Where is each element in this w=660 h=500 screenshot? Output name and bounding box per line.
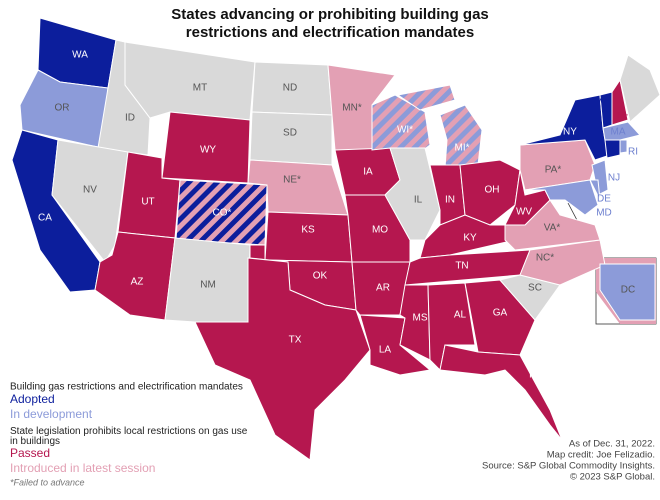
state (194, 257, 371, 461)
legend-heading-line: in buildings (10, 436, 60, 447)
state-label: TN (455, 261, 468, 272)
state (524, 179, 599, 216)
legend-item: Passed (10, 446, 50, 460)
state-label: ND (283, 83, 297, 94)
state (439, 344, 563, 441)
credit: As of Dec. 31, 2022. (569, 439, 655, 450)
state-label: WY (200, 145, 216, 156)
legend-heading: State legislation prohibits local restri… (10, 426, 248, 447)
state (384, 147, 441, 241)
state-label: IL (414, 195, 423, 206)
state (396, 84, 456, 111)
state-label: SC (528, 283, 542, 294)
state (124, 41, 256, 121)
state-label: DC (621, 285, 635, 296)
legend-heading-line: State legislation prohibits local restri… (10, 426, 248, 437)
state-label: OK (313, 271, 328, 282)
credit: Source: S&P Global Commodity Insights. (482, 461, 655, 472)
legend-note: *Failed to advance (10, 477, 85, 487)
state-label: NM (200, 280, 216, 291)
legend-item: In development (10, 407, 93, 421)
state (439, 104, 483, 169)
state-label: MA (611, 127, 626, 138)
state-label: WI* (397, 125, 413, 136)
state-label: DE (597, 194, 611, 205)
state (519, 239, 606, 286)
state-label: IA (363, 167, 373, 178)
state-label: MD (596, 208, 612, 219)
state-label: WA (72, 50, 88, 61)
state (464, 279, 536, 356)
state-label: CA (38, 213, 52, 224)
state-label: MS (413, 313, 428, 324)
state-label: VT (600, 98, 613, 109)
state (51, 139, 129, 263)
state-label: GA (493, 308, 508, 319)
state-label: MI* (455, 143, 470, 154)
state-label: AR (376, 283, 390, 294)
state-label: OR (55, 103, 70, 114)
state-label: LA (379, 345, 392, 356)
state-label: AZ (131, 277, 144, 288)
state (599, 263, 656, 321)
state (351, 261, 411, 316)
legend-heading: Building gas restrictions and electrific… (10, 382, 243, 393)
state-label: FL (529, 370, 541, 381)
state-label: IN (445, 195, 455, 206)
state (611, 78, 629, 126)
legend-item: Introduced in latest session (10, 461, 155, 475)
credit: Map credit: Joe Felizadio. (547, 450, 655, 461)
title: States advancing or prohibiting building… (171, 6, 489, 23)
state-label: SD (283, 128, 297, 139)
state-label: OH (485, 185, 500, 196)
state-label: NY (563, 127, 577, 138)
state-label: NE* (283, 175, 301, 186)
state-label: NH (617, 111, 631, 122)
state-label: MT (193, 83, 207, 94)
state-label: TX (289, 335, 302, 346)
title: restrictions and electrification mandate… (186, 24, 474, 41)
state (589, 179, 601, 201)
state (602, 121, 641, 141)
state-label: NV (83, 185, 97, 196)
state (604, 139, 621, 159)
state-label: UT (141, 197, 154, 208)
state-label: CT (606, 142, 619, 153)
state-label: ME (623, 73, 638, 84)
state-label: PA* (545, 165, 562, 176)
state-label: KS (301, 225, 315, 236)
state-label: RI (628, 147, 638, 158)
state-label: NC* (536, 253, 554, 264)
state-label: MN* (342, 103, 362, 114)
state-label: ID (125, 113, 135, 124)
state-label: VA* (544, 223, 561, 234)
state-label: KY (463, 233, 477, 244)
state-label: WV (516, 207, 532, 218)
state-label: CO* (213, 208, 232, 219)
state-label: AL (454, 310, 467, 321)
state (619, 139, 628, 154)
state-label: NJ (608, 173, 620, 184)
state (619, 54, 660, 123)
legend-item: Adopted (10, 392, 55, 406)
state-label: MO (372, 225, 388, 236)
state (264, 211, 353, 263)
credit: © 2023 S&P Global. (570, 472, 655, 483)
